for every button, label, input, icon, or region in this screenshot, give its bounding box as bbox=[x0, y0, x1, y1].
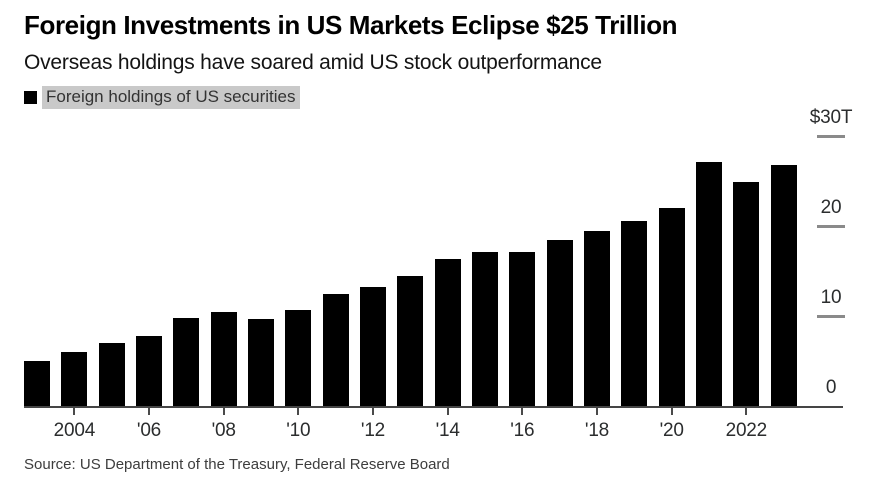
bar-2018 bbox=[583, 231, 610, 406]
x-tick-2012 bbox=[371, 408, 374, 415]
bar-2013 bbox=[397, 276, 424, 406]
x-tick-2016 bbox=[521, 408, 524, 415]
x-tick-label-2004: 2004 bbox=[53, 420, 96, 441]
bar-2011 bbox=[322, 294, 349, 406]
x-tick-2006 bbox=[147, 408, 150, 415]
chart-subtitle: Overseas holdings have soared amid US st… bbox=[24, 51, 602, 74]
x-tick-label-2020: '20 bbox=[659, 420, 684, 441]
y-tick-dash-20 bbox=[817, 225, 845, 228]
y-tick-dash-30 bbox=[817, 135, 845, 138]
bar-2017 bbox=[546, 240, 573, 406]
y-tick-dash-10 bbox=[817, 315, 845, 318]
bar-2019 bbox=[621, 220, 648, 406]
bar-2022 bbox=[733, 181, 760, 406]
y-tick-label-20: 20 bbox=[820, 197, 842, 218]
x-tick-label-2014: '14 bbox=[435, 420, 460, 441]
bar-2005 bbox=[98, 343, 125, 406]
bar-2014 bbox=[434, 259, 461, 406]
legend-label: Foreign holdings of US securities bbox=[42, 86, 301, 109]
bar-2015 bbox=[471, 252, 498, 406]
source-note: Source: US Department of the Treasury, F… bbox=[24, 456, 450, 473]
bar-2016 bbox=[509, 252, 536, 406]
x-axis-line bbox=[24, 406, 843, 408]
bar-2008 bbox=[210, 312, 237, 406]
x-tick-label-2008: '08 bbox=[211, 420, 236, 441]
bar-2010 bbox=[285, 309, 312, 406]
bar-2012 bbox=[359, 287, 386, 406]
bar-2020 bbox=[658, 208, 685, 406]
legend-swatch-icon bbox=[24, 91, 37, 104]
legend: Foreign holdings of US securities bbox=[24, 86, 301, 109]
x-tick-2004 bbox=[73, 408, 76, 415]
bar-2007 bbox=[173, 317, 200, 406]
chart-title: Foreign Investments in US Markets Eclips… bbox=[24, 10, 678, 40]
bar-2021 bbox=[695, 162, 722, 406]
x-tick-label-2022: 2022 bbox=[725, 420, 768, 441]
x-tick-label-2012: '12 bbox=[360, 420, 386, 441]
x-tick-label-2006: '06 bbox=[136, 420, 162, 441]
bar-2004 bbox=[61, 352, 88, 406]
x-tick-2008 bbox=[222, 408, 225, 415]
y-tick-label-30: $30T bbox=[809, 107, 853, 128]
x-tick-label-2016: '16 bbox=[510, 420, 535, 441]
x-tick-label-2010: '10 bbox=[286, 420, 311, 441]
bar-2003 bbox=[24, 361, 50, 406]
x-tick-2020 bbox=[670, 408, 673, 415]
bar-2006 bbox=[135, 335, 162, 406]
x-tick-2022 bbox=[745, 408, 748, 415]
x-tick-2010 bbox=[297, 408, 300, 415]
x-tick-label-2018: '18 bbox=[584, 420, 610, 441]
x-tick-2014 bbox=[446, 408, 449, 415]
bar-2023 bbox=[770, 164, 797, 406]
y-tick-label-0: 0 bbox=[825, 377, 837, 398]
x-tick-2018 bbox=[595, 408, 598, 415]
bar-2009 bbox=[247, 318, 274, 406]
y-tick-label-10: 10 bbox=[820, 287, 842, 308]
